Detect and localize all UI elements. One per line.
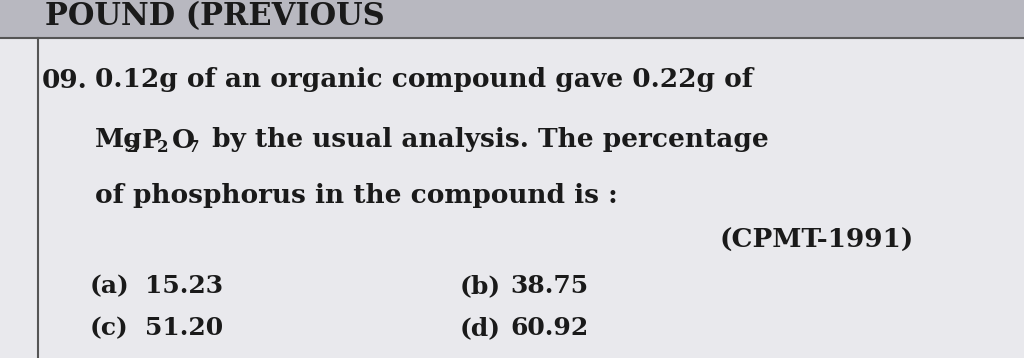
Text: 2: 2 [157, 139, 169, 155]
Text: 7: 7 [188, 139, 200, 155]
Text: 09.: 09. [42, 68, 88, 92]
Text: by the usual analysis. The percentage: by the usual analysis. The percentage [203, 127, 769, 153]
Text: 0.12g of an organic compound gave 0.22g of: 0.12g of an organic compound gave 0.22g … [95, 68, 753, 92]
Text: Mg: Mg [95, 127, 142, 153]
Text: POUND (PREVIOUS: POUND (PREVIOUS [45, 1, 385, 33]
Text: (a): (a) [90, 274, 130, 298]
Text: (CPMT-1991): (CPMT-1991) [720, 227, 914, 252]
Text: (d): (d) [460, 316, 501, 340]
Text: 2: 2 [127, 139, 138, 155]
Text: of phosphorus in the compound is :: of phosphorus in the compound is : [95, 184, 617, 208]
Text: O: O [172, 127, 195, 153]
Text: (b): (b) [460, 274, 501, 298]
Text: 38.75: 38.75 [510, 274, 588, 298]
Text: (c): (c) [90, 316, 129, 340]
Text: 51.20: 51.20 [145, 316, 223, 340]
Text: P: P [142, 127, 162, 153]
Bar [0, 0, 1024, 38]
Text: 60.92: 60.92 [510, 316, 588, 340]
Text: 15.23: 15.23 [145, 274, 223, 298]
